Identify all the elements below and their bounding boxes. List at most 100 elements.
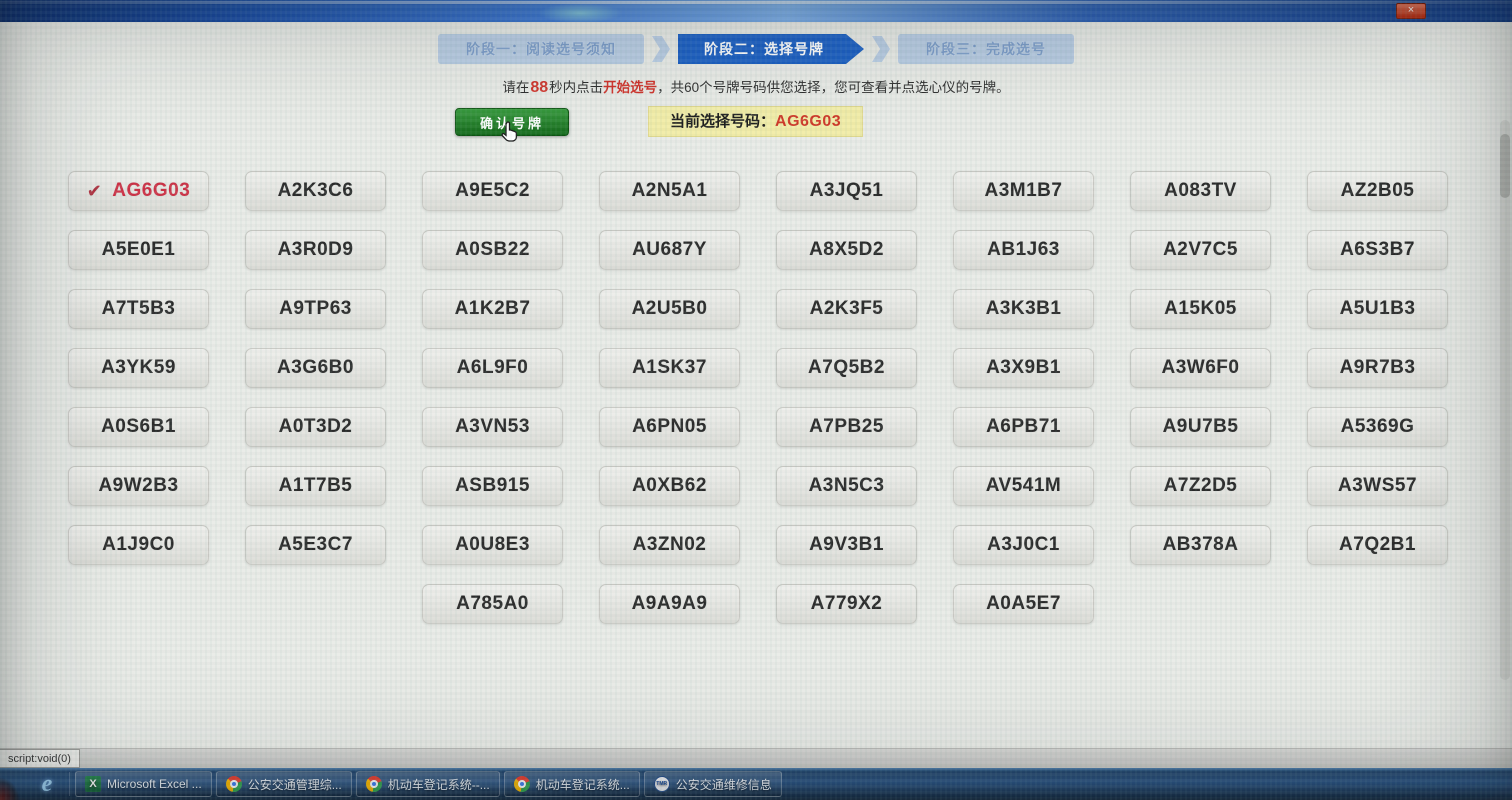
plate-button[interactable]: ASB915: [422, 466, 563, 506]
plate-label: A2V7C5: [1163, 239, 1238, 260]
plate-label: A7Q2B1: [1339, 534, 1416, 555]
plate-button[interactable]: A9R7B3: [1307, 348, 1448, 388]
plate-button[interactable]: A9V3B1: [776, 525, 917, 565]
plate-button[interactable]: A083TV: [1130, 171, 1271, 211]
taskbar-button[interactable]: 机动车登记系统--...: [355, 771, 500, 797]
chrome-icon: [365, 776, 382, 792]
plate-label: A3JQ51: [809, 180, 884, 201]
plate-label: A0U8E3: [455, 534, 530, 555]
plate-button[interactable]: A6L9F0: [422, 348, 563, 388]
taskbar-button[interactable]: Microsoft Excel ...: [75, 771, 212, 797]
plate-button[interactable]: A3YK59: [68, 348, 209, 388]
plate-button[interactable]: A3G6B0: [245, 348, 386, 388]
plate-button[interactable]: A9TP63: [245, 289, 386, 329]
plate-button[interactable]: A3N5C3: [776, 466, 917, 506]
plate-button[interactable]: A6PN05: [599, 407, 740, 447]
plate-button[interactable]: A9W2B3: [68, 466, 209, 506]
plate-button-selected[interactable]: ✔ AG6G03: [68, 171, 209, 211]
chrome-icon: [225, 776, 242, 792]
window-titlebar: [0, 0, 1512, 22]
plate-button[interactable]: A8X5D2: [776, 230, 917, 270]
internet-explorer-icon[interactable]: e: [41, 770, 53, 797]
plate-button[interactable]: A2U5B0: [599, 289, 740, 329]
chevron-right-icon: [872, 36, 890, 62]
plate-button[interactable]: A1SK37: [599, 348, 740, 388]
taskbar-button[interactable]: 公安交通管理综...: [215, 771, 352, 797]
taskbar-button[interactable]: 公安交通维修信息: [643, 771, 782, 797]
plate-label: A6S3B7: [1340, 239, 1415, 260]
tab-stage3-finish[interactable]: 阶段三：完成选号: [898, 34, 1074, 64]
plate-button[interactable]: A7Q5B2: [776, 348, 917, 388]
tab-stage1-read-notice[interactable]: 阶段一：阅读选号须知: [438, 34, 644, 64]
plate-button[interactable]: AV541M: [953, 466, 1094, 506]
plate-label: A1SK37: [632, 357, 707, 378]
scrollbar-thumb[interactable]: [1500, 134, 1510, 198]
plate-button[interactable]: A5369G: [1307, 407, 1448, 447]
plate-button[interactable]: A1J9C0: [68, 525, 209, 565]
plate-button[interactable]: AU687Y: [599, 230, 740, 270]
plate-button[interactable]: A0A5E7: [953, 584, 1094, 624]
plate-button[interactable]: A779X2: [776, 584, 917, 624]
plate-button[interactable]: A0SB22: [422, 230, 563, 270]
plate-button[interactable]: A1T7B5: [245, 466, 386, 506]
plate-label: A1K2B7: [454, 298, 531, 319]
plate-button[interactable]: A6PB71: [953, 407, 1094, 447]
plate-label: A9V3B1: [809, 534, 884, 555]
plate-label: A6PB71: [986, 416, 1061, 437]
plate-button[interactable]: AB378A: [1130, 525, 1271, 565]
plate-button[interactable]: A3M1B7: [953, 171, 1094, 211]
plate-button[interactable]: A3VN53: [422, 407, 563, 447]
plate-label: A1T7B5: [278, 475, 353, 496]
plate-button[interactable]: A0S6B1: [68, 407, 209, 447]
plate-button[interactable]: A2V7C5: [1130, 230, 1271, 270]
plate-button[interactable]: A3J0C1: [953, 525, 1094, 565]
plate-label: AU687Y: [632, 239, 707, 260]
plate-button[interactable]: AZ2B05: [1307, 171, 1448, 211]
plate-label: A0XB62: [632, 475, 707, 496]
close-icon[interactable]: [1396, 3, 1426, 19]
plate-button[interactable]: A3ZN02: [599, 525, 740, 565]
plate-button[interactable]: A3R0D9: [245, 230, 386, 270]
plate-button[interactable]: A1K2B7: [422, 289, 563, 329]
plate-button[interactable]: A2K3F5: [776, 289, 917, 329]
plate-label: A7T5B3: [101, 298, 176, 319]
plate-button[interactable]: A7Z2D5: [1130, 466, 1271, 506]
plate-button[interactable]: A0XB62: [599, 466, 740, 506]
plate-button[interactable]: A0T3D2: [245, 407, 386, 447]
tab-stage2-select-plate[interactable]: 阶段二：选择号牌: [678, 34, 864, 64]
plate-button[interactable]: A5E3C7: [245, 525, 386, 565]
plate-label: A3YK59: [101, 357, 176, 378]
plate-button[interactable]: A2N5A1: [599, 171, 740, 211]
plate-button[interactable]: A9U7B5: [1130, 407, 1271, 447]
plate-button[interactable]: A7PB25: [776, 407, 917, 447]
plate-button[interactable]: A5U1B3: [1307, 289, 1448, 329]
page-scrollbar[interactable]: [1500, 120, 1510, 680]
plate-label: A7Z2D5: [1163, 475, 1238, 496]
plate-button[interactable]: A2K3C6: [245, 171, 386, 211]
plate-button[interactable]: A785A0: [422, 584, 563, 624]
plate-label: A3WS57: [1337, 475, 1418, 496]
taskbar-button[interactable]: 机动车登记系统...: [503, 771, 640, 797]
plate-label: AV541M: [985, 475, 1062, 496]
start-selection-link[interactable]: 开始选号: [603, 80, 658, 95]
taskbar-button-label: 公安交通维修信息: [675, 777, 772, 792]
plate-label: A9R7B3: [1339, 357, 1416, 378]
taskbar-buttons: Microsoft Excel ... 公安交通管理综... 机动车登记系统--..…: [75, 771, 782, 797]
plate-button[interactable]: A7T5B3: [68, 289, 209, 329]
excel-icon: [85, 776, 101, 792]
plate-button[interactable]: A3JQ51: [776, 171, 917, 211]
plate-button[interactable]: A0U8E3: [422, 525, 563, 565]
plate-button[interactable]: A9A9A9: [599, 584, 740, 624]
plate-button[interactable]: A3WS57: [1307, 466, 1448, 506]
plate-button[interactable]: A7Q2B1: [1307, 525, 1448, 565]
plate-button[interactable]: A5E0E1: [68, 230, 209, 270]
plate-button[interactable]: A3W6F0: [1130, 348, 1271, 388]
plate-button[interactable]: A3X9B1: [953, 348, 1094, 388]
hand-cursor-icon: [501, 121, 518, 142]
plate-button[interactable]: A15K05: [1130, 289, 1271, 329]
plate-button[interactable]: AB1J63: [953, 230, 1094, 270]
plate-button[interactable]: A6S3B7: [1307, 230, 1448, 270]
plate-button[interactable]: A3K3B1: [953, 289, 1094, 329]
plate-label: A6L9F0: [456, 357, 529, 378]
plate-button[interactable]: A9E5C2: [422, 171, 563, 211]
